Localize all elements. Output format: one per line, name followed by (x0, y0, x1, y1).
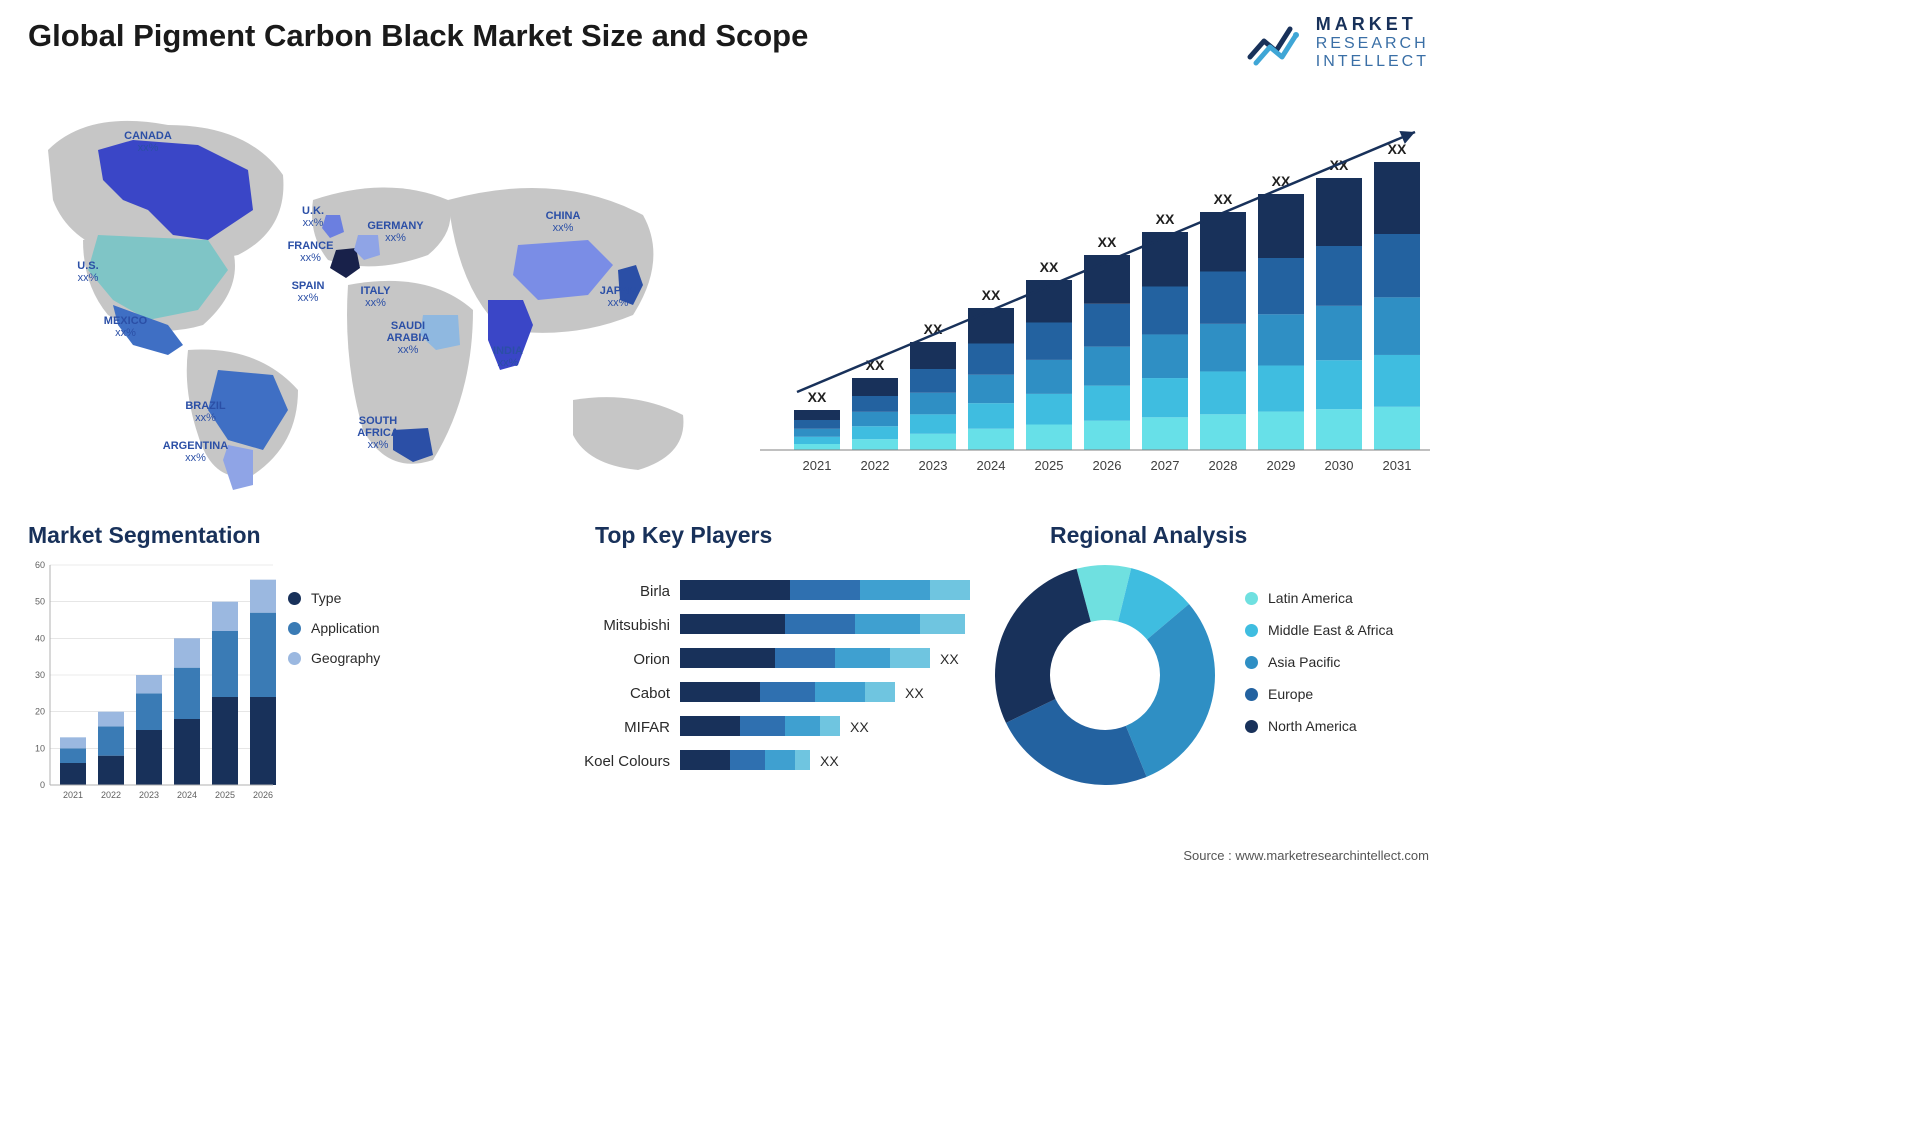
svg-text:2024: 2024 (177, 790, 197, 800)
svg-text:2025: 2025 (1035, 458, 1064, 473)
svg-text:2022: 2022 (861, 458, 890, 473)
legend-label: Application (311, 620, 380, 636)
legend-dot-icon (288, 622, 301, 635)
legend-dot-icon (288, 652, 301, 665)
map-label-argentina: ARGENTINAxx% (158, 440, 233, 464)
players-chart: BirlaXXMitsubishiXXOrionXXCabotXXMIFARXX… (470, 560, 970, 830)
map-label-south-africa: SOUTH AFRICAxx% (348, 415, 408, 451)
svg-text:2029: 2029 (1267, 458, 1296, 473)
regional-legend: Latin America Middle East & Africa Asia Pa… (1245, 590, 1393, 734)
svg-text:2023: 2023 (919, 458, 948, 473)
svg-text:2024: 2024 (977, 458, 1006, 473)
svg-text:0: 0 (40, 780, 45, 790)
map-label-india: INDIAxx% (483, 345, 533, 369)
svg-text:2027: 2027 (1151, 458, 1180, 473)
svg-text:20: 20 (35, 707, 45, 717)
svg-text:XX: XX (850, 719, 869, 735)
map-label-china: CHINAxx% (538, 210, 588, 234)
svg-text:Cabot: Cabot (630, 685, 671, 702)
forecast-chart-svg: XX2021XX2022XX2023XX2024XX2025XX2026XX20… (760, 90, 1430, 490)
svg-text:2021: 2021 (63, 790, 83, 800)
regional-chart: Latin America Middle East & Africa Asia Pa… (985, 545, 1445, 845)
legend-dot-icon (1245, 688, 1258, 701)
legend-dot-icon (288, 592, 301, 605)
map-label-italy: ITALYxx% (353, 285, 398, 309)
legend-label: Middle East & Africa (1268, 622, 1393, 638)
svg-text:XX: XX (808, 389, 827, 405)
svg-text:2022: 2022 (101, 790, 121, 800)
brand-logo: MARKET RESEARCH INTELLECT (1246, 14, 1429, 71)
svg-text:30: 30 (35, 670, 45, 680)
legend-dot-icon (1245, 592, 1258, 605)
svg-text:10: 10 (35, 743, 45, 753)
svg-text:XX: XX (905, 685, 924, 701)
players-svg: BirlaXXMitsubishiXXOrionXXCabotXXMIFARXX… (470, 560, 970, 820)
donut-svg (985, 555, 1225, 795)
seg-legend-item: Type (288, 590, 380, 606)
map-label-canada: CANADAxx% (118, 130, 178, 154)
svg-text:XX: XX (820, 753, 839, 769)
svg-text:2031: 2031 (1383, 458, 1412, 473)
map-label-japan: JAPANxx% (593, 285, 643, 309)
segmentation-svg: 0 10 20 30 40 50 60 2021 2022 2023 2024 2025 2026 (28, 560, 278, 805)
map-label-spain: SPAINxx% (283, 280, 333, 304)
svg-text:2026: 2026 (1093, 458, 1122, 473)
svg-text:XX: XX (1214, 191, 1233, 207)
map-label-u-k-: U.K.xx% (293, 205, 333, 229)
svg-text:XX: XX (1098, 234, 1117, 250)
regional-legend-item: Asia Pacific (1245, 654, 1393, 670)
seg-legend-item: Geography (288, 650, 380, 666)
legend-dot-icon (1245, 656, 1258, 669)
legend-label: Asia Pacific (1268, 654, 1340, 670)
source-line: Source : www.marketresearchintellect.com (1183, 848, 1429, 863)
svg-text:2025: 2025 (215, 790, 235, 800)
regional-legend-item: Middle East & Africa (1245, 622, 1393, 638)
page-title: Global Pigment Carbon Black Market Size … (28, 18, 808, 54)
regional-legend-item: Latin America (1245, 590, 1393, 606)
segmentation-title: Market Segmentation (28, 522, 261, 549)
svg-text:Orion: Orion (633, 651, 670, 668)
svg-text:2030: 2030 (1325, 458, 1354, 473)
svg-text:XX: XX (982, 287, 1001, 303)
svg-text:50: 50 (35, 597, 45, 607)
legend-label: Europe (1268, 686, 1313, 702)
svg-text:2028: 2028 (1209, 458, 1238, 473)
segmentation-chart: 0 10 20 30 40 50 60 2021 2022 2023 2024 2025 2026 Ty… (28, 560, 448, 830)
map-label-germany: GERMANYxx% (363, 220, 428, 244)
svg-text:XX: XX (1040, 259, 1059, 275)
legend-dot-icon (1245, 624, 1258, 637)
svg-text:40: 40 (35, 633, 45, 643)
legend-label: North America (1268, 718, 1357, 734)
svg-text:2026: 2026 (253, 790, 273, 800)
svg-text:Birla: Birla (640, 583, 671, 600)
svg-text:MIFAR: MIFAR (624, 719, 670, 736)
svg-text:2023: 2023 (139, 790, 159, 800)
map-label-mexico: MEXICOxx% (98, 315, 153, 339)
svg-text:2021: 2021 (803, 458, 832, 473)
svg-text:XX: XX (1156, 211, 1175, 227)
svg-text:Koel Colours: Koel Colours (584, 753, 670, 770)
map-label-saudi-arabia: SAUDI ARABIAxx% (378, 320, 438, 356)
seg-legend-item: Application (288, 620, 380, 636)
brand-line2: RESEARCH (1316, 35, 1429, 53)
brand-line1: MARKET (1316, 14, 1429, 35)
brand-mark-icon (1246, 19, 1304, 67)
legend-dot-icon (1245, 720, 1258, 733)
brand-line3: INTELLECT (1316, 53, 1429, 71)
legend-label: Type (311, 590, 341, 606)
map-label-brazil: BRAZILxx% (178, 400, 233, 424)
svg-text:XX: XX (940, 651, 959, 667)
map-label-france: FRANCExx% (283, 240, 338, 264)
map-label-u-s-: U.S.xx% (68, 260, 108, 284)
svg-text:60: 60 (35, 560, 45, 570)
players-title: Top Key Players (595, 522, 772, 549)
world-map: CANADAxx% U.S.xx% MEXICOxx% BRAZILxx% ARGENT… (28, 90, 728, 490)
legend-label: Latin America (1268, 590, 1353, 606)
svg-text:Mitsubishi: Mitsubishi (603, 617, 670, 634)
forecast-chart: XX2021XX2022XX2023XX2024XX2025XX2026XX20… (760, 90, 1430, 490)
regional-legend-item: North America (1245, 718, 1393, 734)
legend-label: Geography (311, 650, 380, 666)
regional-legend-item: Europe (1245, 686, 1393, 702)
segmentation-legend: Type Application Geography (288, 590, 380, 666)
